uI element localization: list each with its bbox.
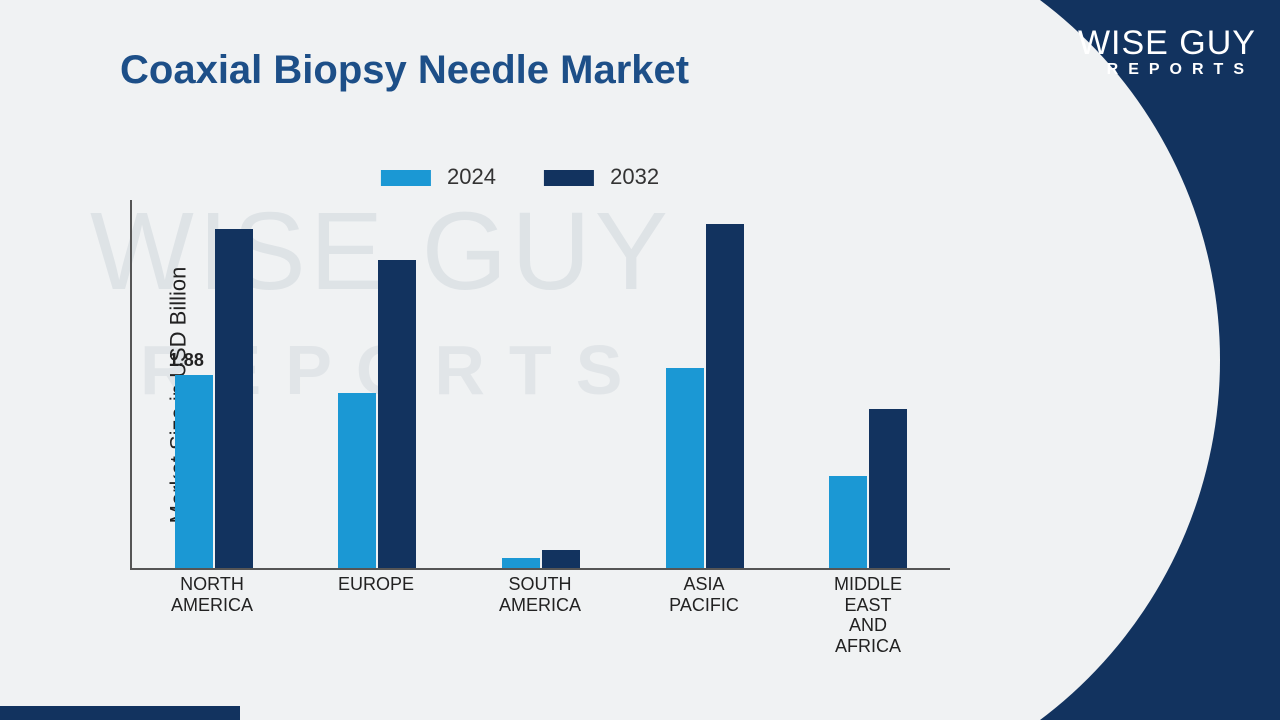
brand-logo: WISE GUY REPORTS <box>1078 24 1256 79</box>
right-panel <box>960 0 1280 720</box>
x-axis-label: EUROPE <box>294 574 458 657</box>
legend-item-2024: 2024 <box>381 164 496 190</box>
bar-2024 <box>829 476 867 569</box>
bar-2024 <box>502 558 540 568</box>
chart-legend: 2024 2032 <box>381 164 659 190</box>
logo-line1: WISE GUY <box>1078 24 1256 63</box>
bar-2024: 1.88 <box>175 375 213 568</box>
bar-group <box>623 200 787 568</box>
x-axis-label: NORTHAMERICA <box>130 574 294 657</box>
bar-chart: Market Size in USD Billion 2024 2032 1.8… <box>60 160 980 630</box>
x-axis-label: ASIAPACIFIC <box>622 574 786 657</box>
legend-label-2024: 2024 <box>447 164 496 189</box>
x-axis-label: MIDDLEEASTANDAFRICA <box>786 574 950 657</box>
bar-2024 <box>666 368 704 568</box>
bar-2024 <box>338 393 376 568</box>
bar-2032 <box>869 409 907 568</box>
legend-swatch-2024 <box>381 170 431 186</box>
bottom-accent-bar <box>0 706 240 720</box>
bar-group <box>459 200 623 568</box>
bar-2032 <box>215 229 253 568</box>
x-axis-label: SOUTHAMERICA <box>458 574 622 657</box>
bar-value-label: 1.88 <box>169 350 204 371</box>
bar-2032 <box>378 260 416 568</box>
bar-2032 <box>706 224 744 568</box>
bar-group <box>296 200 460 568</box>
x-axis-labels: NORTHAMERICAEUROPESOUTHAMERICAASIAPACIFI… <box>130 574 950 657</box>
bar-group <box>786 200 950 568</box>
logo-line2: REPORTS <box>1078 61 1254 79</box>
bar-2032 <box>542 550 580 569</box>
plot-area: 1.88 <box>130 200 950 570</box>
legend-swatch-2032 <box>544 170 594 186</box>
legend-item-2032: 2032 <box>544 164 659 190</box>
legend-label-2032: 2032 <box>610 164 659 189</box>
page-title: Coaxial Biopsy Needle Market <box>120 48 689 93</box>
bar-groups: 1.88 <box>132 200 950 568</box>
bar-group: 1.88 <box>132 200 296 568</box>
